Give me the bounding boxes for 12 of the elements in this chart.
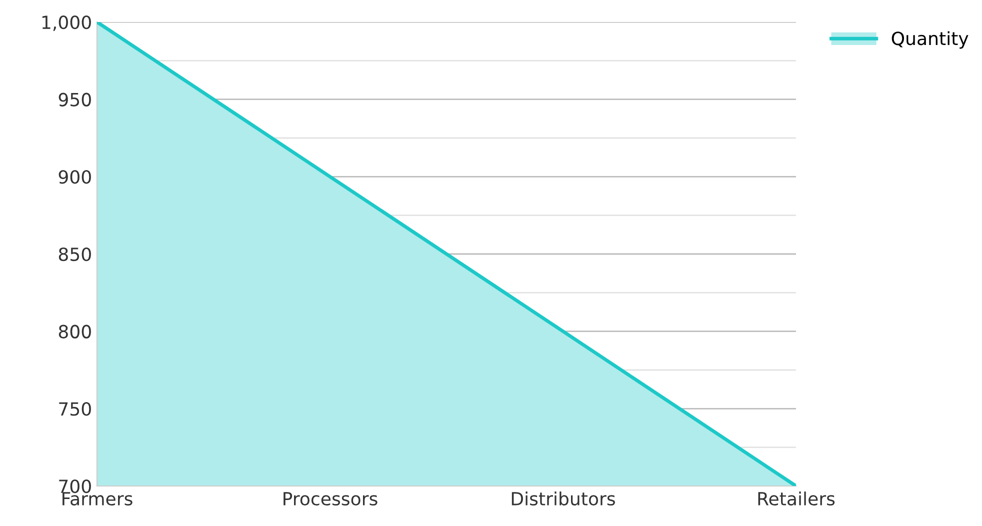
y-tick-label: 950: [58, 92, 91, 106]
x-tick-label: Processors: [284, 492, 378, 506]
legend-label: Quantity: [892, 31, 968, 49]
y-tick-label: 800: [58, 324, 91, 338]
y-tick-label: 900: [58, 170, 91, 184]
y-tick-label: 750: [59, 402, 91, 416]
x-tick-label: Distributors: [512, 492, 615, 506]
y-tick-label: 850: [58, 247, 91, 262]
y-tick-label: 1,000: [42, 15, 91, 31]
y-tick-label: 700: [59, 479, 91, 494]
x-tick-label: Farmers: [62, 492, 132, 506]
x-tick-label: Retailers: [758, 492, 835, 506]
